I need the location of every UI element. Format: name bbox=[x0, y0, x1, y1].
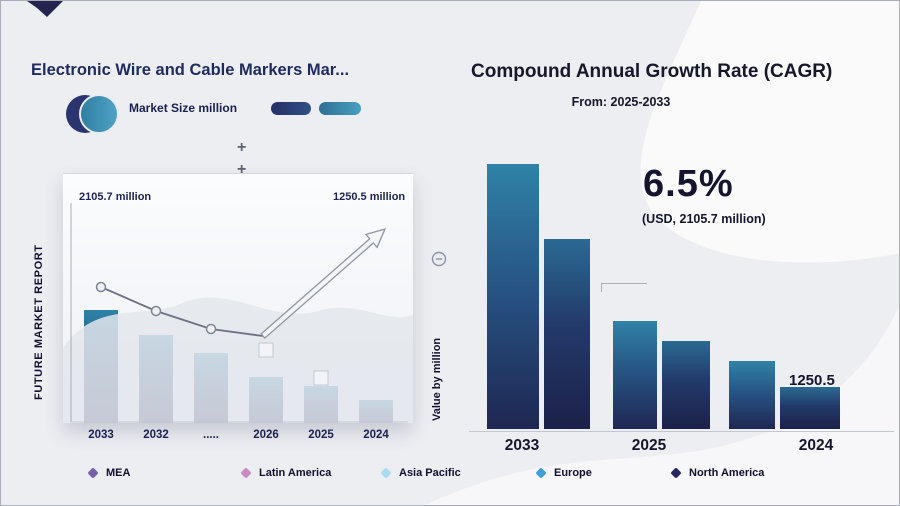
plus-decoration: + bbox=[237, 161, 247, 178]
left-year-axis: 2033 2032..... 2026 2025 2024 bbox=[84, 429, 393, 441]
cagr-range-subtitle: From: 2025-2033 bbox=[571, 95, 671, 109]
market-size-legend-label: Market Size million bbox=[129, 101, 238, 115]
plus-decoration: + bbox=[237, 139, 247, 156]
left-axis-year: 2025 bbox=[308, 429, 334, 441]
cagr-value: 6.5% bbox=[643, 163, 734, 205]
market-size-bar-2033 bbox=[84, 310, 118, 423]
legend-dot bbox=[240, 467, 252, 479]
region-legend: MEA Latin America Asia Pacific Europe North … bbox=[87, 467, 765, 479]
end-value-label: 1250.5 million bbox=[333, 191, 406, 203]
legend-item-asia-pacific: Asia Pacific bbox=[380, 467, 537, 479]
legend-label: Europe bbox=[554, 467, 592, 479]
pill-decoration-navy bbox=[271, 102, 311, 115]
cagr-bar-2033-2 bbox=[544, 239, 590, 429]
cagr-axis-year-2025: 2025 bbox=[631, 437, 667, 454]
market-size-bar-..... bbox=[194, 353, 228, 423]
swoosh-top-right bbox=[640, 1, 899, 263]
cagr-axis-line bbox=[469, 431, 894, 432]
cagr-axis-year-2024: 2024 bbox=[798, 437, 834, 454]
left-axis-year: 2033 bbox=[88, 429, 114, 441]
left-axis-year: 2032 bbox=[143, 429, 169, 441]
left-axis-year: 2026 bbox=[253, 429, 279, 441]
cagr-bar-2024-2 bbox=[780, 387, 840, 429]
legend-label: Asia Pacific bbox=[399, 467, 461, 479]
legend-dot bbox=[380, 467, 392, 479]
legend-label: MEA bbox=[106, 467, 131, 479]
cagr-title: Compound Annual Growth Rate (CAGR) bbox=[471, 61, 833, 82]
cagr-detail: (USD, 2105.7 million) bbox=[642, 212, 766, 226]
legend-item-latin-america: Latin America bbox=[240, 467, 382, 479]
market-size-bar-2025 bbox=[304, 386, 338, 423]
legend-dot bbox=[87, 467, 99, 479]
market-size-bar-2024 bbox=[359, 400, 393, 423]
legend-label: North America bbox=[689, 467, 765, 479]
market-size-icon bbox=[66, 94, 119, 134]
cagr-bar-2024-1 bbox=[729, 361, 775, 429]
left-axis-year: 2024 bbox=[363, 429, 389, 441]
left-axis-year: ..... bbox=[203, 429, 219, 441]
cagr-bar-2025-2 bbox=[662, 341, 710, 429]
step-decoration bbox=[601, 283, 647, 292]
cagr-axis-year-2033: 2033 bbox=[504, 437, 540, 454]
pill-decoration-teal bbox=[319, 102, 361, 115]
legend-item-mea: MEA bbox=[87, 467, 242, 479]
left-chart-title: Electronic Wire and Cable Markers Mar... bbox=[31, 61, 350, 79]
value-axis-label: Value by million bbox=[431, 337, 443, 421]
market-size-bars bbox=[84, 308, 393, 423]
legend-item-north-america: North America bbox=[670, 467, 765, 479]
cagr-bar-2025-1 bbox=[613, 321, 657, 429]
legend-label: Latin America bbox=[259, 467, 332, 479]
legend-dot bbox=[535, 467, 547, 479]
future-market-report-label: FUTURE MARKET REPORT bbox=[33, 244, 45, 400]
corner-logo-mark bbox=[27, 1, 63, 17]
market-size-bar-2032 bbox=[139, 335, 173, 423]
legend-item-europe: Europe bbox=[535, 467, 672, 479]
cagr-bar-2033-1 bbox=[487, 164, 539, 429]
swoosh-bottom-right bbox=[425, 305, 899, 505]
market-size-bar-2026 bbox=[249, 377, 283, 423]
end-value-callout: 1250.5 bbox=[789, 372, 835, 389]
zoom-out-icon bbox=[431, 251, 447, 267]
start-value-label: 2105.7 million bbox=[79, 191, 152, 203]
legend-dot bbox=[670, 467, 682, 479]
